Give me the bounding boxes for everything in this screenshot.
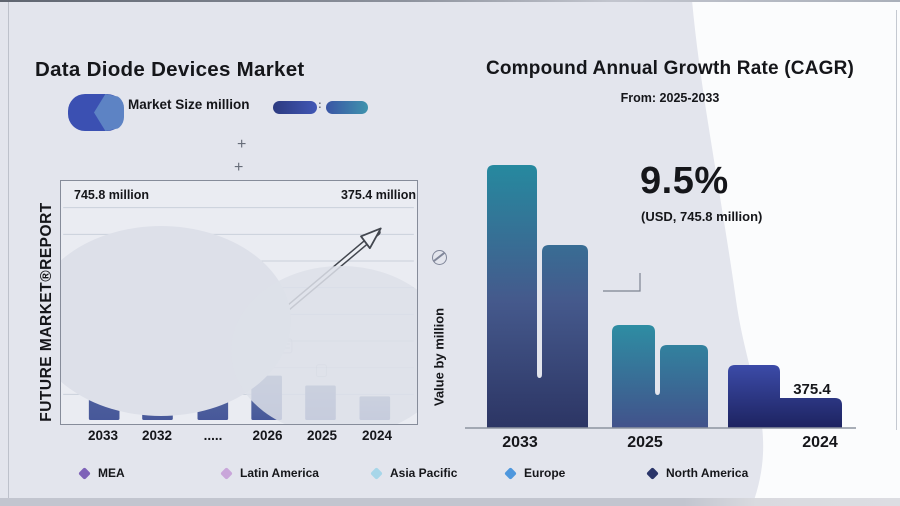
swoosh-shape [692, 0, 900, 506]
data-label-2024: 375.4 [793, 381, 831, 398]
legend-diamond-icon [370, 466, 383, 480]
gradient-pill-icon-right [326, 101, 368, 114]
legend-label: North America [666, 466, 749, 480]
legend-diamond-icon [78, 466, 91, 480]
cagr-value: 9.5% [640, 160, 729, 202]
x-label-2024: 2024 [361, 428, 393, 443]
x-label-2025: 2025 [306, 428, 338, 443]
decor-blob [231, 266, 417, 424]
minus-circle-icon [432, 250, 447, 265]
callout-line [603, 273, 641, 292]
x-label-2026: 2026 [252, 428, 283, 443]
market-size-chart-frame [60, 180, 418, 425]
cagr-note: (USD, 745.8 million) [641, 209, 763, 224]
right-border-line [896, 10, 897, 430]
left-border-line [8, 2, 9, 506]
gradient-pill-icon-left [273, 101, 317, 114]
legend-item-asia-pacific: Asia Pacific [370, 466, 458, 480]
bar-pair-2025 [612, 325, 708, 428]
legend-diamond-icon [504, 466, 517, 480]
annotation-left-value: 745.8 million [74, 188, 150, 202]
top-border-line [0, 0, 900, 2]
plus-icon: + [237, 136, 247, 153]
bottom-shadow-strip [0, 498, 900, 506]
legend-label: Europe [524, 466, 566, 480]
cagr-subtitle: From: 2025-2033 [620, 91, 720, 105]
arrow-head-icon [360, 227, 382, 250]
cagr-x-labels: 2033 2025 2024 [502, 434, 838, 450]
legend-item-mea: MEA [78, 466, 125, 480]
page-title: Data Diode Devices Market [35, 58, 305, 81]
x-label-2025: 2025 [627, 434, 663, 450]
legend-label: MEA [98, 466, 125, 480]
x-label-.....: ..... [203, 428, 223, 443]
legend-item-latin-america: Latin America [220, 466, 319, 480]
legend-diamond-icon [646, 466, 659, 480]
cagr-bar-pairs [487, 165, 842, 428]
pill-separator: : [318, 99, 322, 111]
bar-pair-2024 [728, 365, 842, 428]
market-size-label: Market Size million [128, 97, 250, 112]
legend-item-europe: Europe [504, 466, 566, 480]
cagr-title: Compound Annual Growth Rate (CAGR) [485, 58, 855, 79]
legend: MEA Latin America Asia Pacific Europe North … [0, 462, 900, 488]
x-label-2033: 2033 [87, 428, 119, 443]
annotation-right-value: 375.4 million [340, 188, 416, 202]
x-label-2033: 2033 [502, 434, 538, 450]
plus-icon: + [234, 159, 244, 176]
watermark-brand: FUTURE MARKET®REPORT [38, 202, 55, 422]
legend-label: Latin America [240, 466, 319, 480]
legend-diamond-icon [220, 466, 233, 480]
x-label-2024: 2024 [802, 434, 838, 450]
bar-pair-2033 [487, 165, 588, 428]
market-size-icon [68, 94, 124, 131]
legend-label: Asia Pacific [390, 466, 458, 480]
x-label-2032: 2032 [141, 428, 173, 443]
legend-item-north-america: North America [646, 466, 749, 480]
cagr-chart: 375.4 2033 2025 2024 [465, 165, 856, 450]
y-axis-label: Value by million [431, 307, 447, 407]
